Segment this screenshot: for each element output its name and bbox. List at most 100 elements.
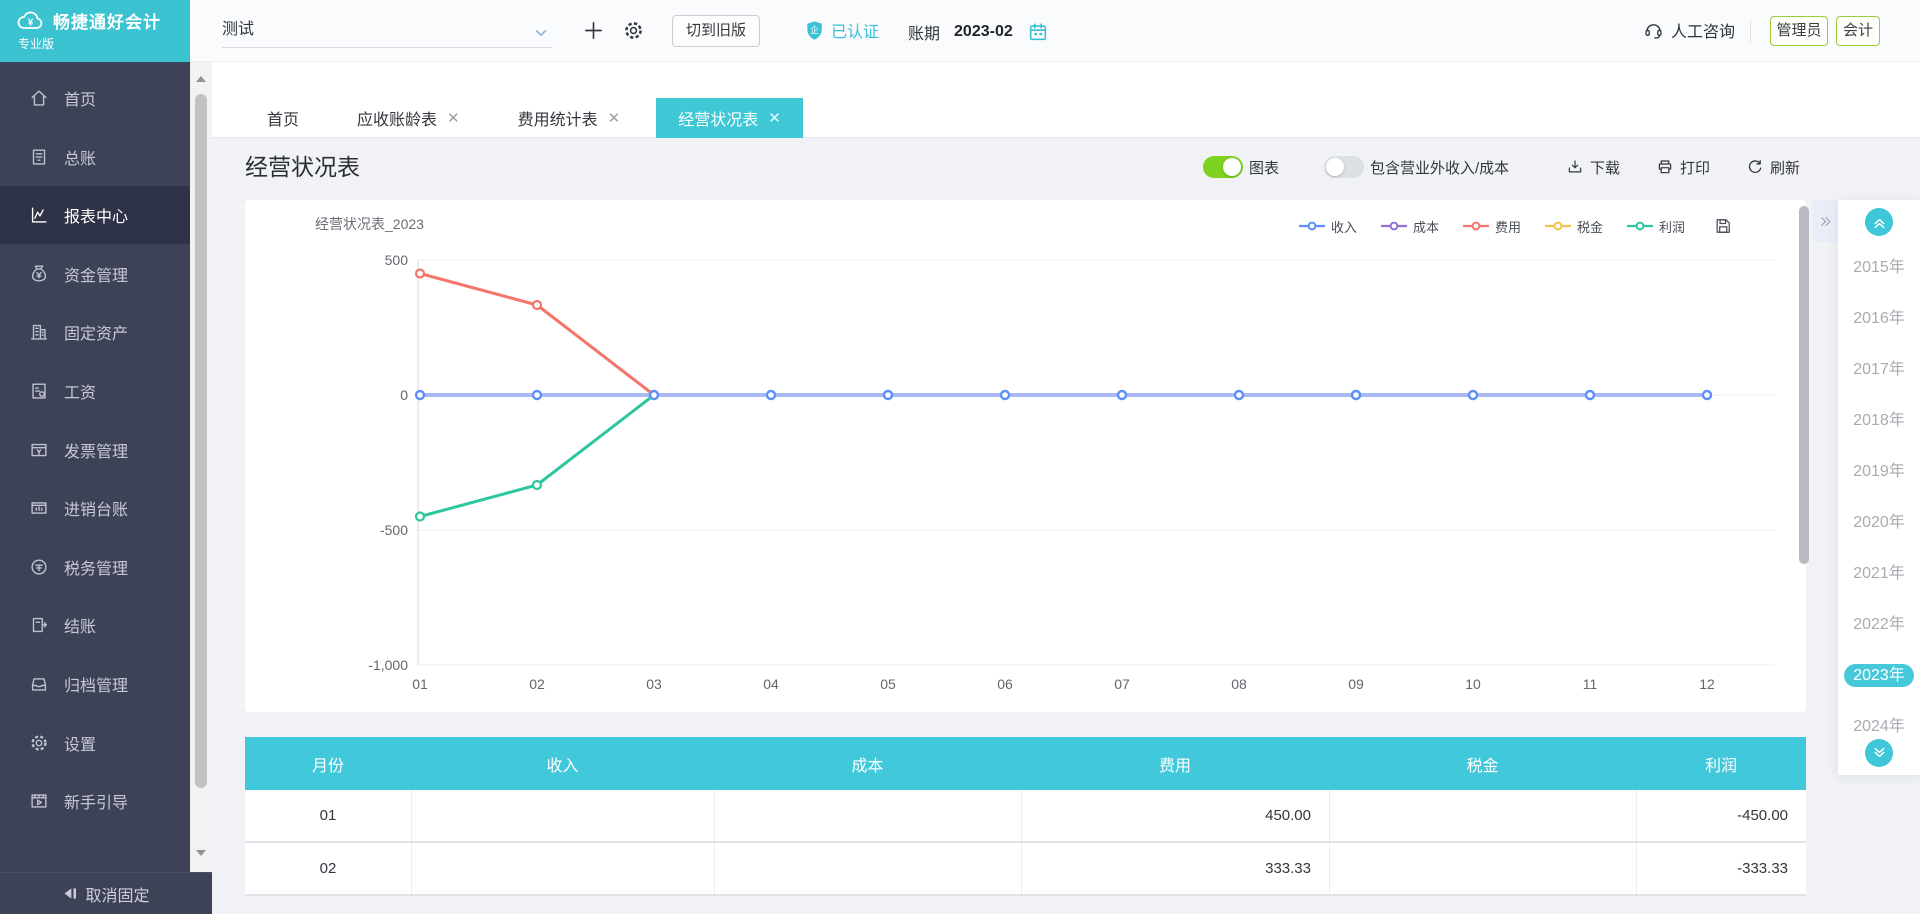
year-item-2021[interactable]: 2021年 (1838, 561, 1920, 587)
add-tab-button[interactable] (582, 19, 605, 47)
sidebar-scrollbar[interactable] (190, 62, 212, 872)
account-select[interactable]: 测试 (222, 14, 552, 48)
year-item-2015[interactable]: 2015年 (1838, 255, 1920, 281)
live-support-link[interactable]: 人工咨询 (1643, 18, 1735, 42)
x-axis-tick: 10 (1465, 676, 1481, 692)
chevron-down-icon[interactable] (532, 22, 550, 54)
legend-label: 税金 (1576, 219, 1603, 235)
sidebar-item-11[interactable]: 归档管理 (0, 655, 190, 713)
sidebar-item-13[interactable]: 新手引导 (0, 772, 190, 830)
brand-logo-block[interactable]: ¥ 畅捷通好会计 专业版 (0, 0, 190, 62)
sidebar-item-label: 报表中心 (64, 209, 129, 227)
chart-data-point (765, 389, 777, 401)
sidebar-scrollbar-thumb[interactable] (195, 94, 207, 788)
calendar-icon[interactable] (1027, 21, 1049, 43)
role-admin-button[interactable]: 管理员 (1770, 16, 1828, 46)
legend-item-4[interactable]: 税金 (1544, 217, 1603, 236)
closing-icon (32, 618, 48, 633)
chart-data-point (414, 389, 426, 401)
settings-gear-icon[interactable] (622, 19, 645, 47)
role-accounting-button[interactable]: 会计 (1836, 16, 1880, 46)
year-item-2023[interactable]: 2023年 (1838, 663, 1920, 689)
refresh-button[interactable]: 刷新 (1746, 155, 1800, 179)
chart-data-point (414, 511, 426, 522)
download-icon (1568, 160, 1582, 173)
tab-close-icon[interactable]: ✕ (447, 109, 460, 127)
content-scrollbar-thumb[interactable] (1799, 206, 1809, 564)
print-button[interactable]: 打印 (1656, 155, 1710, 179)
refresh-icon (1748, 160, 1762, 173)
year-scroll-down-button[interactable] (1865, 739, 1893, 767)
brand-name: 畅捷通好会计 (53, 13, 161, 32)
nonop-toggle[interactable] (1324, 156, 1364, 178)
year-item-2018[interactable]: 2018年 (1838, 408, 1920, 434)
certified-badge[interactable]: 企 已认证 (803, 18, 879, 42)
tab-close-icon[interactable]: ✕ (768, 109, 781, 127)
scroll-up-icon[interactable] (196, 76, 206, 82)
period-value[interactable]: 2023-02 (954, 23, 1013, 40)
unpin-sidebar-button[interactable]: 取消固定 (0, 872, 212, 914)
sidebar-item-8[interactable]: 进销台账 (0, 479, 190, 537)
year-item-2016[interactable]: 2016年 (1838, 306, 1920, 332)
year-item-2020[interactable]: 2020年 (1838, 510, 1920, 536)
sidebar-item-6[interactable]: 工资 (0, 362, 190, 420)
sidebar-item-label: 新手引导 (64, 795, 129, 813)
sidebar-item-label: 工资 (64, 385, 97, 402)
panel-collapse-button[interactable] (1812, 200, 1838, 242)
y-axis-tick: 500 (385, 252, 409, 268)
chart-toggle-group: 图表 (1203, 155, 1279, 179)
save-image-icon[interactable] (1713, 216, 1733, 236)
year-item-2022[interactable]: 2022年 (1838, 612, 1920, 638)
table-cell (714, 790, 1021, 841)
sidebar-item-1[interactable]: 首页 (0, 69, 190, 127)
year-item-2017[interactable]: 2017年 (1838, 357, 1920, 383)
scroll-down-icon[interactable] (196, 850, 206, 856)
chart-series-line (419, 272, 1707, 397)
year-scroll-up-button[interactable] (1865, 208, 1893, 236)
switch-old-version-button[interactable]: 切到旧版 (672, 15, 761, 47)
legend-item-5[interactable]: 利润 (1626, 217, 1685, 236)
sidebar-item-label: 税务管理 (64, 560, 129, 578)
table-header-cell: 月份 (311, 757, 344, 775)
chart-data-point (1701, 389, 1713, 401)
sidebar-item-9[interactable]: 税务管理 (0, 538, 190, 596)
download-button[interactable]: 下载 (1566, 155, 1620, 179)
tab-close-icon[interactable]: ✕ (607, 109, 621, 127)
sidebar-item-3[interactable]: 报表中心 (0, 186, 190, 245)
tab-1[interactable]: 首页 (245, 98, 321, 138)
year-label: 2015年 (1853, 259, 1905, 276)
legend-item-3[interactable]: 费用 (1462, 217, 1521, 236)
sidebar-item-label: 资金管理 (64, 267, 129, 285)
legend-item-1[interactable]: 收入 (1298, 217, 1357, 236)
y-axis-tick: 0 (400, 387, 408, 403)
support-label: 人工咨询 (1671, 24, 1736, 41)
year-item-2019[interactable]: 2019年 (1838, 459, 1920, 485)
certified-label: 已认证 (831, 24, 880, 41)
archive-icon (31, 678, 47, 691)
nonop-toggle-group: 包含营业外收入/成本 (1324, 155, 1509, 179)
chart-toggle[interactable] (1203, 156, 1243, 178)
download-label: 下载 (1590, 159, 1621, 177)
tab-2[interactable]: 应收账龄表 ✕ (335, 98, 482, 138)
sidebar-item-4[interactable]: 资金管理 (0, 245, 190, 303)
sidebar-item-12[interactable]: 设置 (0, 714, 190, 772)
tab-label: 经营状况表 (678, 112, 759, 129)
x-axis-tick: 07 (1114, 676, 1130, 692)
year-item-2024[interactable]: 2024年 (1838, 714, 1920, 740)
sidebar-item-10[interactable]: 结账 (0, 596, 190, 654)
brand-edition: 专业版 (18, 37, 55, 51)
sidebar-item-2[interactable]: 总账 (0, 128, 190, 186)
tab-4[interactable]: 经营状况表 ✕ (656, 98, 803, 138)
svg-text:企: 企 (810, 23, 819, 34)
legend-item-2[interactable]: 成本 (1380, 217, 1439, 236)
sidebar-item-5[interactable]: 固定资产 (0, 303, 190, 361)
tab-bar: 首页 应收账龄表 ✕ 费用统计表 ✕ 经营状况表 ✕ (212, 62, 1920, 138)
chart-data-point (1584, 389, 1596, 401)
table-cell (411, 790, 714, 841)
chart-data-point (999, 389, 1011, 401)
inventory-icon (31, 502, 47, 514)
sidebar-item-7[interactable]: 发票管理 (0, 421, 190, 479)
tab-3[interactable]: 费用统计表 ✕ (496, 98, 643, 138)
table-header-cell: 利润 (1704, 757, 1737, 775)
